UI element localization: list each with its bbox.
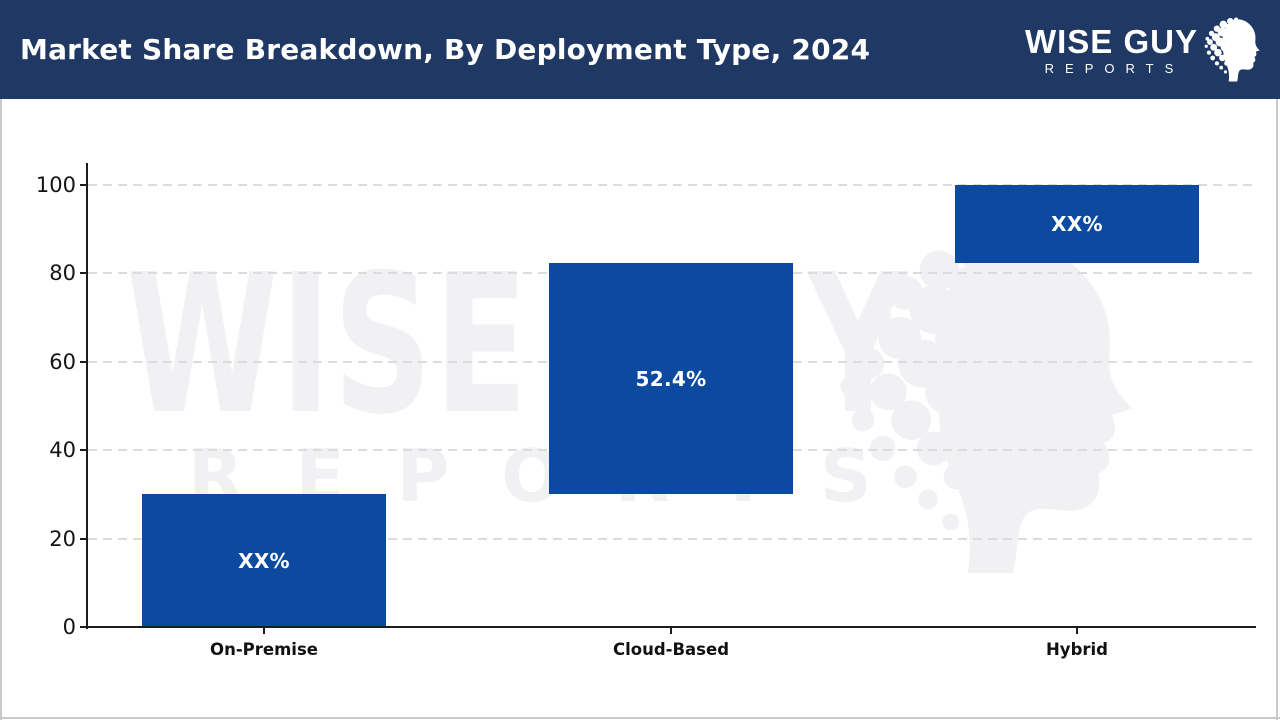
brand-text: WISE GUY REPORTS bbox=[1025, 25, 1198, 75]
brand-subname: REPORTS bbox=[1044, 60, 1185, 76]
bar-cloud-based: 52.4% bbox=[549, 262, 793, 495]
y-tick-20 bbox=[80, 537, 87, 540]
y-tick-label-80: 80 bbox=[49, 261, 76, 286]
bar-on-premise: XX% bbox=[142, 494, 386, 627]
y-axis bbox=[86, 163, 88, 629]
y-tick-label-20: 20 bbox=[49, 526, 76, 551]
page-border-right bbox=[1276, 99, 1278, 720]
bar-value-label: XX% bbox=[238, 548, 290, 573]
y-tick-80 bbox=[80, 272, 87, 275]
x-tick-hybrid bbox=[1076, 628, 1078, 634]
x-label-hybrid: Hybrid bbox=[1046, 640, 1108, 659]
brand-face-icon bbox=[1204, 16, 1260, 81]
page-title: Market Share Breakdown, By Deployment Ty… bbox=[20, 33, 871, 66]
gridline-y20 bbox=[88, 537, 1255, 540]
watermark-face-icon bbox=[840, 233, 1132, 574]
y-tick-label-0: 0 bbox=[62, 615, 76, 639]
y-tick-100 bbox=[80, 184, 87, 186]
gridline-y100 bbox=[88, 184, 1255, 186]
y-tick-label-60: 60 bbox=[49, 349, 76, 374]
x-label-on-premise: On-Premise bbox=[210, 640, 318, 659]
x-tick-on-premise bbox=[263, 628, 265, 634]
y-tick-0 bbox=[80, 626, 87, 628]
x-label-cloud-based: Cloud-Based bbox=[612, 640, 730, 659]
y-tick-label-100: 100 bbox=[35, 173, 76, 197]
x-axis bbox=[86, 626, 1256, 628]
brand-name: WISE GUY bbox=[1024, 22, 1198, 60]
y-tick-60 bbox=[80, 360, 87, 363]
x-tick-cloud-based bbox=[670, 628, 672, 634]
bar-hybrid: XX% bbox=[955, 185, 1199, 263]
page-border-left bbox=[0, 99, 2, 720]
header-bar: Market Share Breakdown, By Deployment Ty… bbox=[0, 0, 1280, 99]
page-border-bottom bbox=[0, 717, 1280, 719]
y-tick-40 bbox=[80, 449, 87, 452]
brand-logo: WISE GUY REPORTS bbox=[1025, 10, 1280, 90]
y-tick-label-40: 40 bbox=[49, 438, 76, 463]
bar-value-label: XX% bbox=[1051, 211, 1103, 236]
bar-value-label: 52.4% bbox=[635, 366, 707, 391]
